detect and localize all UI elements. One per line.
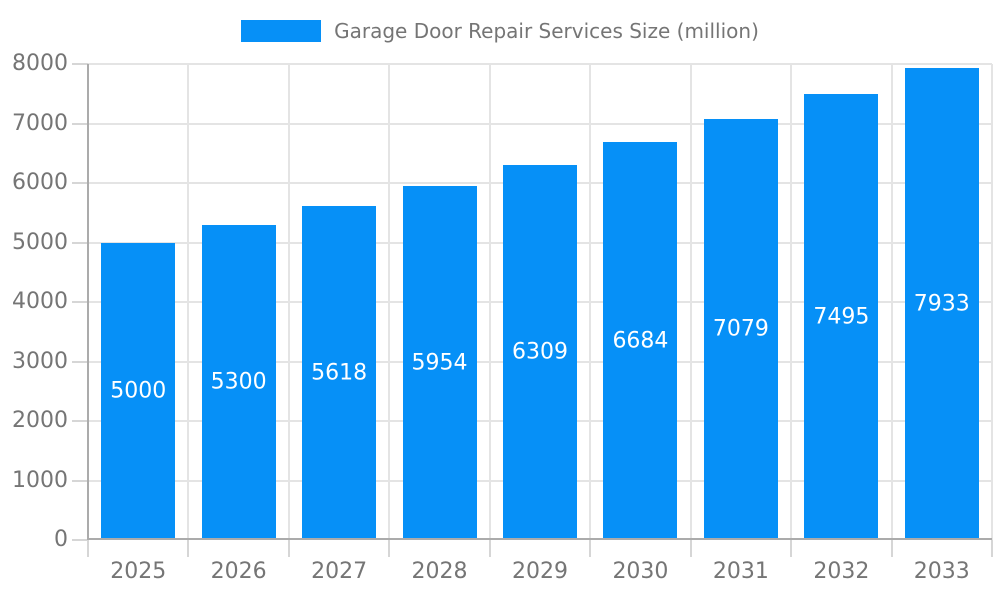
y-tick-label: 7000 xyxy=(12,110,68,136)
bar-value-label: 5954 xyxy=(411,350,468,376)
bar: 5954 xyxy=(402,185,477,540)
x-axis-label: 2025 xyxy=(110,559,167,584)
bar-value-label: 7933 xyxy=(913,291,970,317)
x-axis-label: 2033 xyxy=(913,559,970,584)
bar-value-label: 6309 xyxy=(512,339,568,365)
bar: 7933 xyxy=(904,68,979,540)
bar: 5300 xyxy=(201,224,276,540)
bar-value-label: 5000 xyxy=(110,378,167,404)
bar-value-label: 7079 xyxy=(712,316,769,342)
x-axis-tick xyxy=(790,540,793,557)
x-axis-label: 2030 xyxy=(612,559,669,584)
x-axis-label: 2026 xyxy=(210,559,267,584)
y-axis-tick xyxy=(72,420,88,422)
bar-value-label: 6684 xyxy=(612,328,669,354)
bar-value-label: 5300 xyxy=(210,369,267,395)
x-axis-tick xyxy=(87,540,89,557)
v-gridline xyxy=(488,64,491,540)
bar: 7079 xyxy=(703,118,778,540)
h-gridline xyxy=(88,63,992,65)
legend-series-label: Garage Door Repair Services Size (millio… xyxy=(334,19,759,43)
y-axis-line xyxy=(87,64,89,540)
y-axis-tick xyxy=(72,360,88,363)
x-axis-tick xyxy=(488,540,491,557)
bar: 6309 xyxy=(503,164,577,540)
y-tick-label: 4000 xyxy=(12,289,68,314)
bar-value-label: 5618 xyxy=(311,360,368,386)
x-axis-tick xyxy=(689,540,692,557)
x-axis-line xyxy=(88,538,992,540)
y-tick-label: 5000 xyxy=(12,229,68,255)
bar: 6684 xyxy=(603,142,678,540)
v-gridline xyxy=(790,64,793,540)
y-tick-label: 8000 xyxy=(12,51,68,76)
x-axis-tick xyxy=(388,540,391,557)
x-axis-tick xyxy=(187,540,190,557)
x-axis-tick xyxy=(589,540,592,557)
v-gridline xyxy=(187,64,190,540)
x-axis-label: 2027 xyxy=(311,559,368,584)
x-axis-label: 2031 xyxy=(712,559,769,584)
y-axis-tick xyxy=(72,122,88,125)
v-gridline xyxy=(991,64,993,540)
x-axis-tick xyxy=(287,540,290,557)
y-axis-tick xyxy=(72,63,88,65)
x-axis-label: 2029 xyxy=(512,559,568,584)
bar-value-label: 7495 xyxy=(813,304,870,330)
chart-legend: Garage Door Repair Services Size (millio… xyxy=(0,19,1000,43)
x-axis-tick xyxy=(890,540,893,557)
x-axis-label: 2028 xyxy=(411,559,468,584)
bar: 5000 xyxy=(101,242,176,540)
y-tick-label: 1000 xyxy=(12,467,68,493)
bar: 5618 xyxy=(302,205,377,540)
y-tick-label: 3000 xyxy=(12,348,68,374)
v-gridline xyxy=(890,64,893,540)
y-axis-tick xyxy=(72,241,88,244)
x-axis-tick xyxy=(991,540,993,557)
y-tick-label: 2000 xyxy=(12,408,68,433)
bar: 7495 xyxy=(804,94,879,540)
plot-area: 5000 5300 5618 5954 6309 6684 7079 7495 7933 xyxy=(72,63,993,557)
y-axis-tick xyxy=(72,539,88,541)
y-axis-tick xyxy=(72,301,88,303)
y-tick-label: 6000 xyxy=(12,170,68,195)
v-gridline xyxy=(689,64,692,540)
y-axis-tick xyxy=(72,182,88,184)
x-axis-label: 2032 xyxy=(813,559,870,584)
y-axis-tick xyxy=(72,479,88,482)
h-gridline xyxy=(88,122,992,125)
v-gridline xyxy=(388,64,391,540)
y-tick-label: 0 xyxy=(54,527,68,552)
legend-color-swatch xyxy=(241,20,322,42)
v-gridline xyxy=(589,64,592,540)
v-gridline xyxy=(287,64,290,540)
